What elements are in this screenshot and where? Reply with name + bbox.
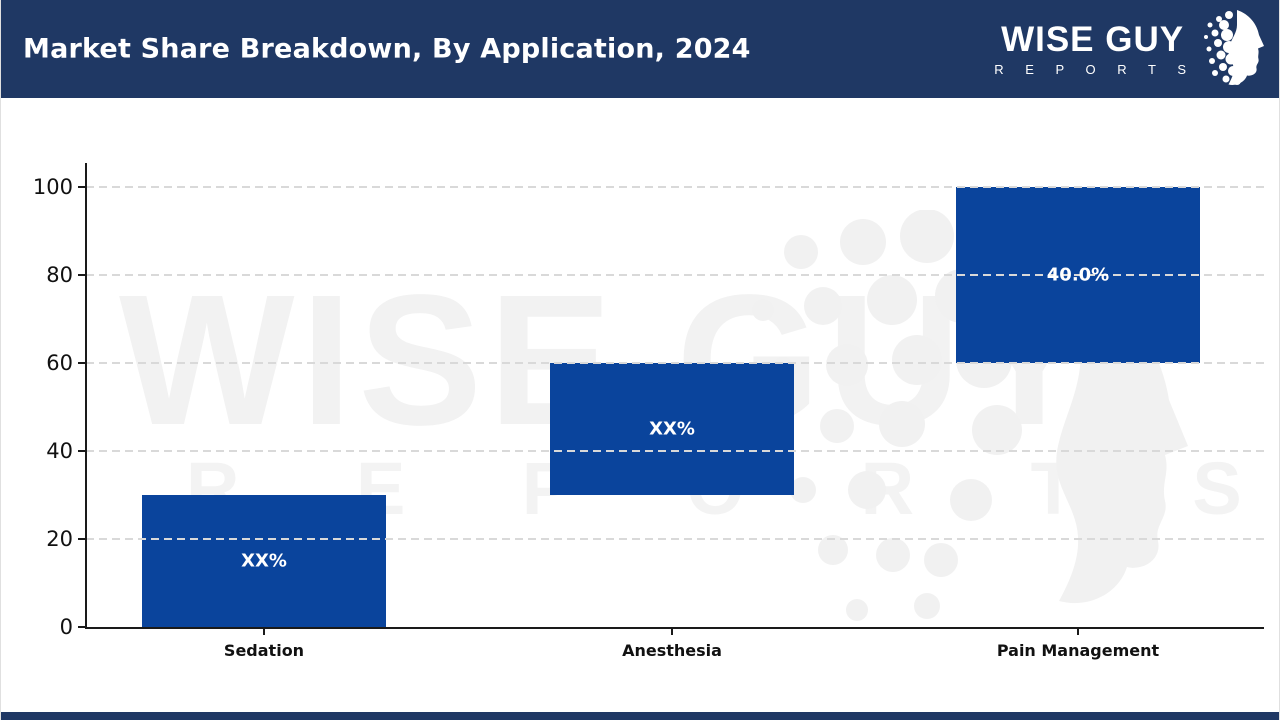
y-axis-tick-mark: [78, 362, 85, 364]
y-axis-tick-label: 20: [46, 527, 73, 551]
gridline-20: [86, 538, 1264, 540]
bar-value-label: XX%: [241, 550, 287, 572]
x-axis-category-label: Anesthesia: [622, 641, 722, 660]
y-axis-tick-mark: [78, 626, 85, 628]
gridline-100: [86, 186, 1264, 188]
x-axis-line: [85, 627, 1264, 629]
x-axis-tick-mark: [263, 629, 265, 635]
y-axis-tick-label: 40: [46, 439, 73, 463]
footer-bar: [1, 712, 1279, 720]
dotted-head-logo-icon: [1204, 10, 1264, 85]
y-axis-tick-mark: [78, 186, 85, 188]
wise-guy-reports-logo: WISE GUY R E P O R T S: [990, 8, 1265, 90]
logo-subtext: R E P O R T S: [994, 61, 1195, 77]
chart-title: Market Share Breakdown, By Application, …: [23, 33, 751, 65]
logo-wordmark: WISE GUY: [1001, 19, 1185, 59]
bar-anesthesia: [550, 363, 794, 495]
gridline-60: [86, 362, 1264, 364]
y-axis-tick-mark: [78, 538, 85, 540]
gridline-40: [86, 450, 1264, 452]
header-bar: Market Share Breakdown, By Application, …: [1, 0, 1279, 98]
y-axis-tick-label: 100: [32, 175, 73, 199]
chart-plot-area: XX% XX% 40.0% 0 20 40 60 80 100 Sedation Anesthesi…: [1, 98, 1279, 712]
bar-sedation: [142, 495, 386, 627]
logo-text: WISE GUY R E P O R T S: [990, 22, 1195, 77]
x-axis-tick-mark: [671, 629, 673, 635]
gridline-80: [86, 274, 1264, 276]
y-axis-tick-mark: [78, 274, 85, 276]
y-axis-tick-label: 60: [46, 351, 73, 375]
x-axis-tick-mark: [1077, 629, 1079, 635]
y-axis-tick-label: 80: [46, 263, 73, 287]
bar-value-label: 40.0%: [1046, 264, 1110, 286]
y-axis-line: [85, 163, 87, 629]
x-axis-category-label: Pain Management: [996, 641, 1160, 660]
x-axis-category-label: Sedation: [223, 641, 305, 660]
y-axis-tick-mark: [78, 450, 85, 452]
y-axis-tick-label: 0: [59, 615, 73, 639]
bar-value-label: XX%: [649, 418, 695, 440]
